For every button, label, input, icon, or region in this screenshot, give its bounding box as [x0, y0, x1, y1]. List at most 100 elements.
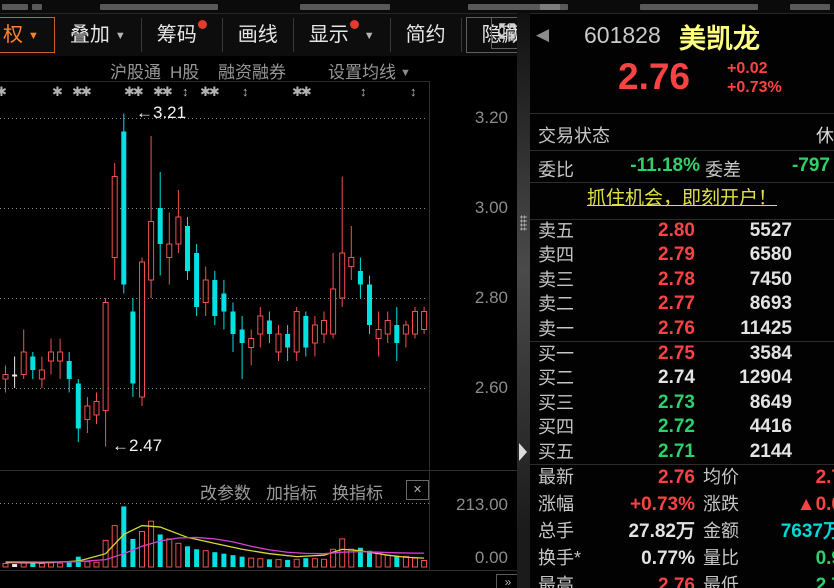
price-tick-label: 2.80: [474, 288, 508, 307]
simple-mode-button-label: 简约: [405, 24, 446, 46]
stat-row: 换手* 0.77% 量比 0.9: [530, 545, 834, 572]
bid-row[interactable]: 买三 2.73 8649: [530, 391, 834, 415]
bid-row-volume: 12904: [739, 367, 792, 389]
menu-text-fragment: [32, 4, 42, 10]
event-marker-icon: ✱✱: [292, 84, 312, 99]
chips-button[interactable]: 筹码: [142, 18, 223, 52]
volume-axis-min: 0.00: [474, 548, 508, 567]
stat-row: 总手 27.82万 金额 7637万: [530, 518, 834, 545]
ask-row[interactable]: 卖五 2.80 5527: [530, 219, 834, 243]
ask-row-volume: 11425: [740, 317, 792, 339]
stat-row: 最新 2.76 均价 2.7: [530, 464, 834, 491]
adjust-rights-button[interactable]: 权 ▼: [0, 17, 55, 53]
ask-row[interactable]: 卖二 2.77 8693: [530, 292, 834, 316]
ask-row-price: 2.79: [658, 244, 695, 266]
stat-value: 27.82万: [628, 521, 695, 542]
menu-text-fragment: [2, 4, 28, 10]
ask-row-label: 卖二: [538, 294, 574, 315]
ask-row[interactable]: 卖一 2.76 11425: [530, 317, 834, 341]
bid-row-label: 买四: [538, 417, 574, 438]
bid-row-price: 2.73: [658, 391, 695, 413]
bid-row-price: 2.71: [658, 440, 695, 462]
stat-value: 0.77%: [641, 548, 695, 569]
menu-text-fragment: [100, 4, 218, 10]
ask-row-volume: 6580: [749, 244, 792, 266]
event-marker-icon: ✱: [0, 85, 7, 98]
panel-splitter[interactable]: [517, 13, 530, 588]
ask-row-label: 卖三: [538, 269, 574, 290]
bid-row[interactable]: 买四 2.72 4416: [530, 415, 834, 439]
weicha-value: -797: [791, 155, 830, 176]
ask-row-price: 2.78: [658, 268, 695, 290]
stat-value: 2.7: [815, 467, 834, 488]
stock-name: 美凯龙: [679, 24, 760, 54]
change-params-button[interactable]: 改参数: [200, 484, 251, 503]
ask-row-price: 2.76: [658, 317, 695, 339]
close-indicator-button[interactable]: ✕: [406, 480, 429, 500]
ask-row-volume: 5527: [749, 220, 792, 241]
bid-row-volume: 8649: [749, 391, 792, 413]
event-marker-icon: ✱✱: [153, 84, 173, 99]
ask-row-label: 卖五: [538, 221, 574, 241]
add-indicator-button[interactable]: 加指标: [266, 484, 317, 503]
ask-row[interactable]: 卖四 2.79 6580: [530, 243, 834, 267]
stat-value: 2.76: [658, 575, 695, 588]
event-marker-icon: ✱: [52, 84, 63, 99]
display-button-label: 显示: [308, 24, 349, 46]
price-change: +0.02: [727, 60, 768, 77]
event-marker-icon: ✱✱: [124, 84, 144, 99]
menu-text-fragment: [468, 4, 568, 10]
ask-row[interactable]: 卖三 2.78 7450: [530, 268, 834, 292]
bid-row-price: 2.75: [658, 343, 695, 364]
fullscreen-button[interactable]: [491, 17, 523, 49]
back-button[interactable]: ◀: [536, 25, 550, 44]
draw-line-button[interactable]: 画线: [223, 18, 294, 52]
link-margin-trading[interactable]: 融资融券: [218, 63, 286, 82]
red-dot-badge: [197, 20, 207, 29]
event-marker-icon: ↕: [410, 84, 416, 99]
bid-row[interactable]: 买二 2.74 12904: [530, 366, 834, 390]
stat-label: 换手*: [538, 548, 582, 568]
bid-row-label: 买五: [538, 441, 574, 462]
trade-status-value: 休市: [816, 126, 834, 146]
event-marker-icon: ↕: [182, 84, 188, 99]
ask-row-price: 2.80: [658, 220, 695, 241]
trade-status-label: 交易状态: [538, 126, 610, 146]
splitter-grip-icon: [520, 215, 527, 231]
stat-label: 最低: [703, 575, 739, 588]
overlay-button[interactable]: 叠加 ▼: [55, 18, 142, 52]
last-price: 2.76: [618, 56, 691, 97]
stat-value: 2.7: [815, 575, 834, 588]
bid-row[interactable]: 买一 2.75 3584: [530, 342, 834, 366]
bid-row-volume: 3584: [749, 343, 792, 364]
link-shanghai-connect[interactable]: 沪股通: [110, 63, 161, 82]
simple-mode-button[interactable]: 简约: [391, 18, 462, 52]
switch-indicator-button[interactable]: 换指标: [332, 484, 383, 503]
weibi-value: -11.18%: [630, 155, 700, 176]
menu-text-fragment: [640, 4, 758, 10]
event-marker-icon: ↕: [242, 84, 248, 99]
stat-value: 0.9: [815, 548, 834, 569]
overlay-button-label: 叠加: [69, 24, 110, 46]
red-dot-badge: [349, 20, 359, 29]
candlestick-chart[interactable]: [0, 0, 520, 588]
link-h-share[interactable]: H股: [170, 63, 200, 82]
open-account-ad-link[interactable]: 抓住机会，即刻开户！: [586, 188, 777, 209]
ma-setting-dropdown[interactable]: 设置均线 ▼: [328, 63, 411, 82]
chevron-down-icon: ▼: [363, 30, 375, 42]
collapse-right-icon[interactable]: [519, 443, 527, 461]
stat-value: +0.73%: [630, 494, 695, 515]
stat-label: 金额: [703, 521, 739, 541]
stat-label: 涨跌: [703, 494, 739, 514]
stat-row: 涨幅 +0.73% 涨跌 ▲0.0: [530, 491, 834, 518]
display-button[interactable]: 显示 ▼: [294, 18, 391, 52]
chevron-down-icon: ▼: [114, 30, 126, 42]
ask-row-volume: 8693: [749, 293, 792, 315]
ask-row-volume: 7450: [749, 268, 792, 290]
bid-row[interactable]: 买五 2.71 2144: [530, 440, 834, 464]
stat-label: 总手: [538, 521, 574, 541]
stat-label: 涨幅: [538, 494, 574, 514]
stock-code: 601828: [584, 22, 661, 48]
price-tick-label: 3.20: [474, 108, 508, 127]
